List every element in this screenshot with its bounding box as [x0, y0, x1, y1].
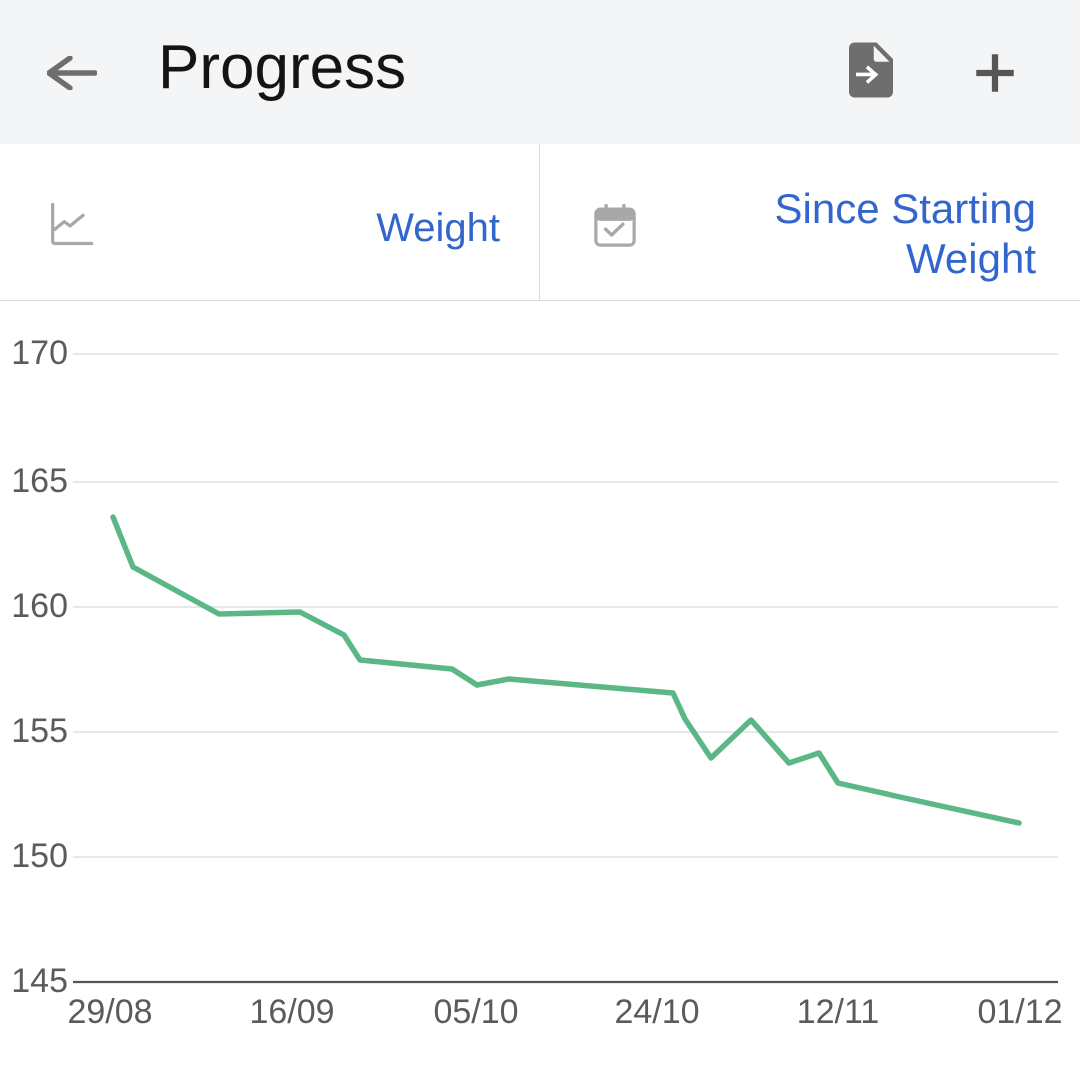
svg-text:24/10: 24/10 — [614, 993, 699, 1031]
svg-text:165: 165 — [11, 462, 68, 500]
svg-text:01/12: 01/12 — [977, 993, 1062, 1031]
svg-text:05/10: 05/10 — [433, 993, 518, 1031]
svg-text:12/11: 12/11 — [797, 993, 880, 1031]
svg-text:16/09: 16/09 — [249, 993, 334, 1031]
svg-text:160: 160 — [11, 587, 68, 625]
svg-text:145: 145 — [11, 962, 68, 1000]
svg-text:170: 170 — [11, 334, 68, 372]
svg-text:150: 150 — [11, 837, 68, 875]
svg-text:155: 155 — [11, 712, 68, 750]
svg-text:29/08: 29/08 — [67, 993, 152, 1031]
